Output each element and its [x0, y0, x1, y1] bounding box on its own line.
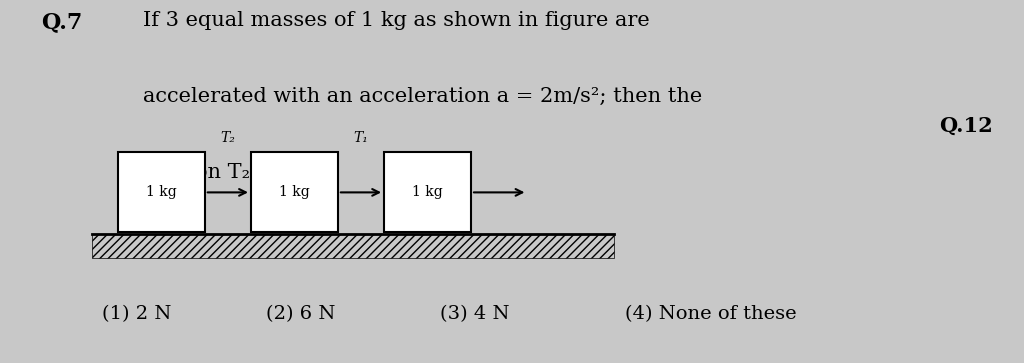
Text: Q.12: Q.12 — [940, 116, 993, 136]
Text: 1 kg: 1 kg — [279, 185, 310, 199]
Text: (2) 6 N: (2) 6 N — [266, 305, 336, 323]
Text: tension T₂ is :-: tension T₂ is :- — [143, 163, 295, 182]
Bar — [251, 152, 338, 232]
Bar — [118, 152, 205, 232]
Text: T₁: T₁ — [353, 131, 369, 145]
Bar — [384, 152, 471, 232]
Text: 1 kg: 1 kg — [145, 185, 177, 199]
Text: T₂: T₂ — [220, 131, 236, 145]
Text: accelerated with an acceleration a = 2m/s²; then the: accelerated with an acceleration a = 2m/… — [143, 87, 702, 106]
Text: (4) None of these: (4) None of these — [625, 305, 797, 323]
Text: (3) 4 N: (3) 4 N — [440, 305, 510, 323]
Text: (1) 2 N: (1) 2 N — [102, 305, 172, 323]
Text: If 3 equal masses of 1 kg as shown in figure are: If 3 equal masses of 1 kg as shown in fi… — [143, 11, 650, 30]
Text: 1 kg: 1 kg — [412, 185, 443, 199]
Bar — [92, 234, 614, 258]
Text: Q.7: Q.7 — [41, 11, 82, 33]
